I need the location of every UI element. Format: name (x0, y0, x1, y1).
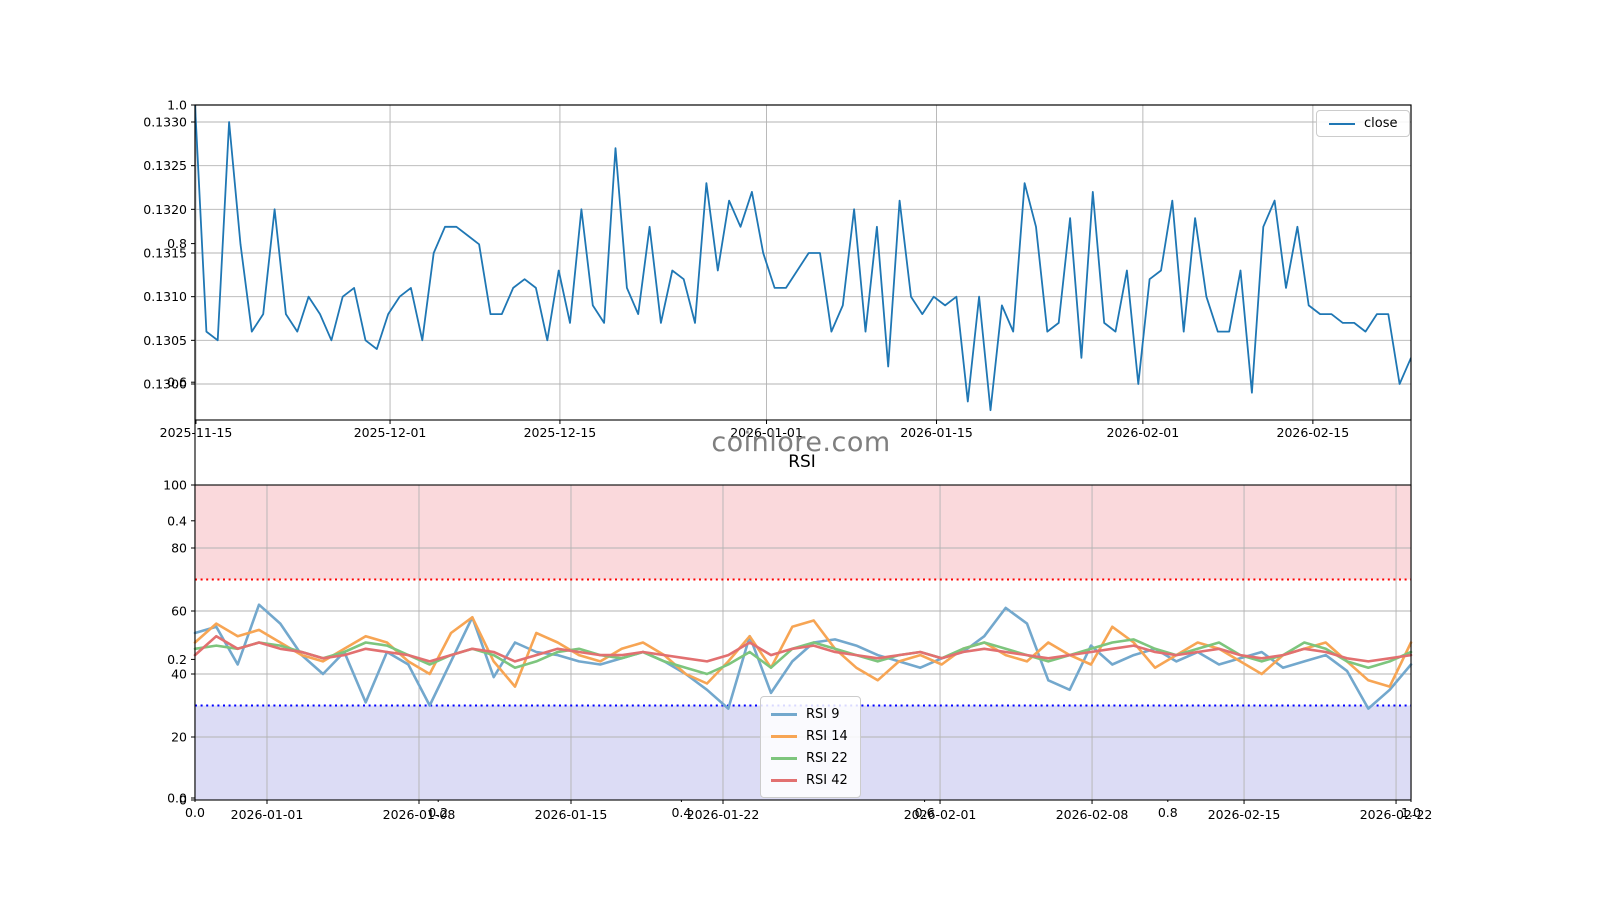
rsi-legend-swatch-1 (771, 734, 797, 738)
svg-text:0.0: 0.0 (185, 805, 205, 820)
rsi-legend-swatch-0 (771, 712, 797, 716)
svg-text:2025-11-15: 2025-11-15 (160, 425, 233, 440)
svg-text:2025-12-01: 2025-12-01 (354, 425, 427, 440)
price-panel: 0.1330 0.1325 0.1320 0.1315 0.1310 0.1305 0.13… (143, 104, 1412, 440)
rsi-legend-label-0: RSI 9 (806, 706, 840, 722)
rsi-line-rsi-9 (193, 603, 1413, 710)
svg-text:0.8: 0.8 (167, 236, 187, 251)
svg-text:2026-02-22: 2026-02-22 (1360, 807, 1433, 822)
svg-text:100: 100 (163, 478, 187, 493)
svg-text:0.0: 0.0 (167, 791, 187, 806)
svg-text:0.4: 0.4 (671, 805, 691, 820)
svg-text:2026-01-15: 2026-01-15 (900, 425, 973, 440)
svg-text:2025-12-15: 2025-12-15 (524, 425, 597, 440)
rsi-panel-title: RSI (788, 452, 816, 472)
svg-text:60: 60 (171, 604, 187, 619)
svg-text:0.1315: 0.1315 (143, 245, 187, 260)
svg-text:2026-02-01: 2026-02-01 (1107, 425, 1180, 440)
svg-text:2026-02-01: 2026-02-01 (904, 807, 977, 822)
rsi-legend-label-2: RSI 22 (806, 750, 848, 766)
svg-text:0.1310: 0.1310 (143, 289, 187, 304)
svg-text:1.0: 1.0 (167, 98, 187, 113)
svg-text:2026-01-01: 2026-01-01 (730, 425, 803, 440)
svg-text:0.1305: 0.1305 (143, 333, 187, 348)
svg-text:2026-02-15: 2026-02-15 (1277, 425, 1350, 440)
rsi-line-rsi-42 (193, 634, 1413, 663)
close-line (195, 105, 1411, 412)
svg-text:0: 0 (179, 793, 187, 808)
svg-text:0.1320: 0.1320 (143, 202, 187, 217)
svg-text:2026-02-15: 2026-02-15 (1208, 807, 1281, 822)
close-legend-label: close (1364, 116, 1398, 131)
rsi-legend-label-1: RSI 14 (806, 728, 848, 744)
svg-text:80: 80 (171, 541, 187, 556)
rsi-legend-swatch-3 (771, 778, 797, 782)
overlay-axis: 1.0 0.0 0.8 0.2 0.6 0.4 0.4 0.6 0.2 0.8 0.0 1.0 (167, 98, 1421, 821)
svg-text:1.0: 1.0 (1401, 805, 1421, 820)
svg-text:0.6: 0.6 (915, 805, 935, 820)
svg-text:0.2: 0.2 (428, 805, 448, 820)
svg-text:0.2: 0.2 (167, 652, 187, 667)
svg-text:0.4: 0.4 (167, 513, 187, 528)
close-line-swatch (1329, 122, 1355, 125)
watermark: coinlore.com (711, 427, 891, 458)
rsi-legend-entry-1: RSI 14 (771, 725, 848, 747)
rsi-line-rsi-22 (193, 638, 1413, 676)
svg-text:2026-01-08: 2026-01-08 (383, 807, 456, 822)
svg-text:40: 40 (171, 667, 187, 682)
svg-text:2026-01-01: 2026-01-01 (231, 807, 304, 822)
svg-text:2026-02-08: 2026-02-08 (1056, 807, 1129, 822)
rsi-legend-entry-2: RSI 22 (771, 747, 848, 769)
svg-text:0.1325: 0.1325 (143, 158, 187, 173)
svg-text:0.6: 0.6 (167, 375, 187, 390)
rsi-legend-entry-0: RSI 9 (771, 703, 848, 725)
svg-text:2026-01-15: 2026-01-15 (535, 807, 608, 822)
svg-text:0.1300: 0.1300 (143, 376, 187, 391)
rsi-legend-entry-3: RSI 42 (771, 769, 848, 791)
rsi-legend-label-3: RSI 42 (806, 772, 848, 788)
svg-text:20: 20 (171, 730, 187, 745)
svg-text:0.1330: 0.1330 (143, 115, 187, 130)
overbought-band (195, 485, 1411, 580)
close-legend: close (1316, 110, 1411, 137)
svg-text:0.8: 0.8 (1158, 805, 1178, 820)
svg-text:2026-01-22: 2026-01-22 (687, 807, 760, 822)
rsi-legend-swatch-2 (771, 756, 797, 760)
rsi-legend: RSI 9 RSI 14 RSI 22 RSI 42 (760, 696, 861, 798)
